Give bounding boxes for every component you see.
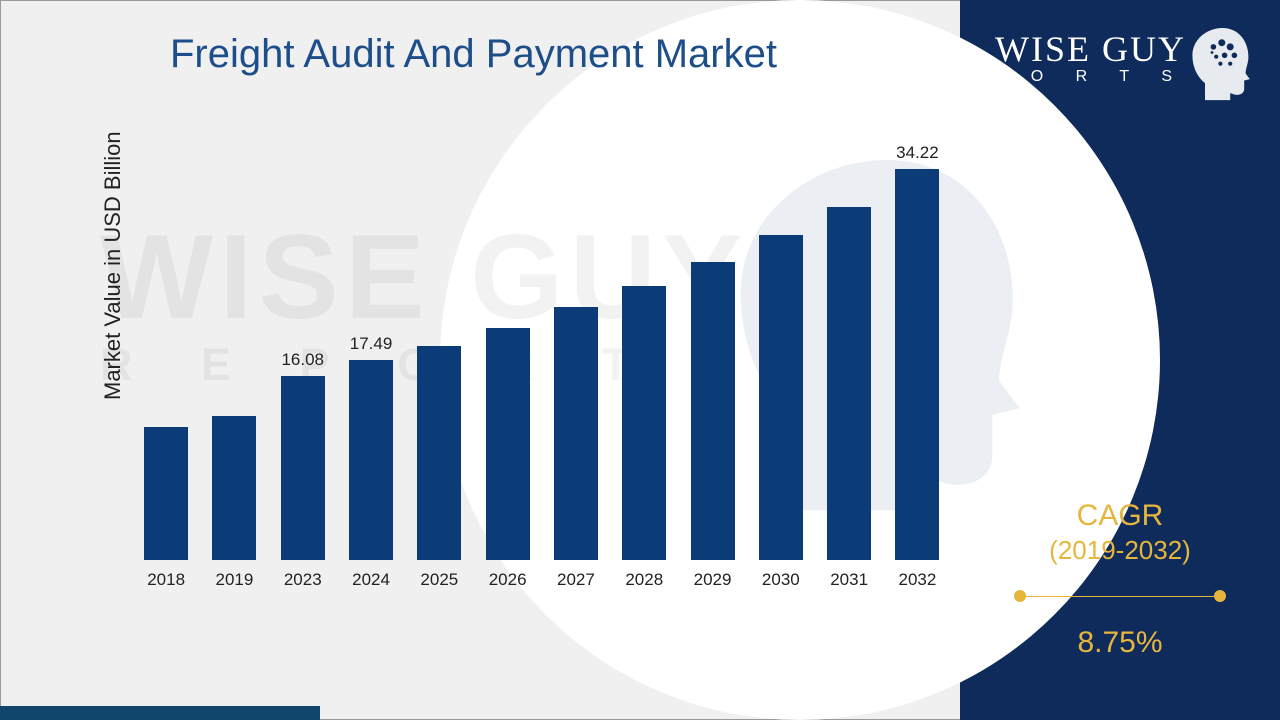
bar-value-label: 34.22 (887, 143, 947, 163)
x-tick-label: 2027 (546, 570, 606, 590)
bar (417, 346, 461, 560)
bar (349, 360, 393, 560)
bar (281, 376, 325, 560)
y-axis-label: Market Value in USD Billion (100, 131, 126, 400)
bar (759, 235, 803, 560)
brand-main-text: WISE GUY (901, 28, 1186, 70)
x-tick-label: 2019 (204, 570, 264, 590)
plot-region: 20182019202316.08202417.4920252026202720… (132, 160, 952, 560)
x-tick-label: 2031 (819, 570, 879, 590)
chart-title: Freight Audit And Payment Market (170, 32, 777, 77)
x-tick-label: 2026 (478, 570, 538, 590)
bar (554, 307, 598, 560)
cagr-value: 8.75% (990, 626, 1250, 660)
bar (827, 207, 871, 560)
x-tick-label: 2024 (341, 570, 401, 590)
x-tick-label: 2030 (751, 570, 811, 590)
chart-area: Freight Audit And Payment Market Market … (50, 0, 950, 720)
bar (212, 416, 256, 560)
x-tick-label: 2032 (887, 570, 947, 590)
bar-value-label: 17.49 (341, 334, 401, 354)
x-tick-label: 2029 (683, 570, 743, 590)
brand-sub-text: R E P O R T S (901, 68, 1186, 86)
x-tick-label: 2023 (273, 570, 333, 590)
bar (895, 169, 939, 560)
bottom-accent-bar (0, 706, 320, 720)
cagr-divider (1020, 584, 1220, 608)
x-tick-label: 2028 (614, 570, 674, 590)
bar-value-label: 16.08 (273, 350, 333, 370)
cagr-title: CAGR (990, 499, 1250, 533)
x-tick-label: 2018 (136, 570, 196, 590)
infographic-stage: WISE GUY R E P O R T S Freight Audit And… (0, 0, 1280, 720)
cagr-range: (2019-2032) (990, 535, 1250, 566)
bar (622, 286, 666, 560)
brand-logo: WISE GUY R E P O R T S (901, 28, 1250, 86)
cagr-box: CAGR (2019-2032) 8.75% (990, 499, 1250, 660)
bar (486, 328, 530, 560)
bar (691, 262, 735, 560)
bars-container: 20182019202316.08202417.4920252026202720… (132, 160, 952, 560)
bar (144, 427, 188, 560)
x-tick-label: 2025 (409, 570, 469, 590)
